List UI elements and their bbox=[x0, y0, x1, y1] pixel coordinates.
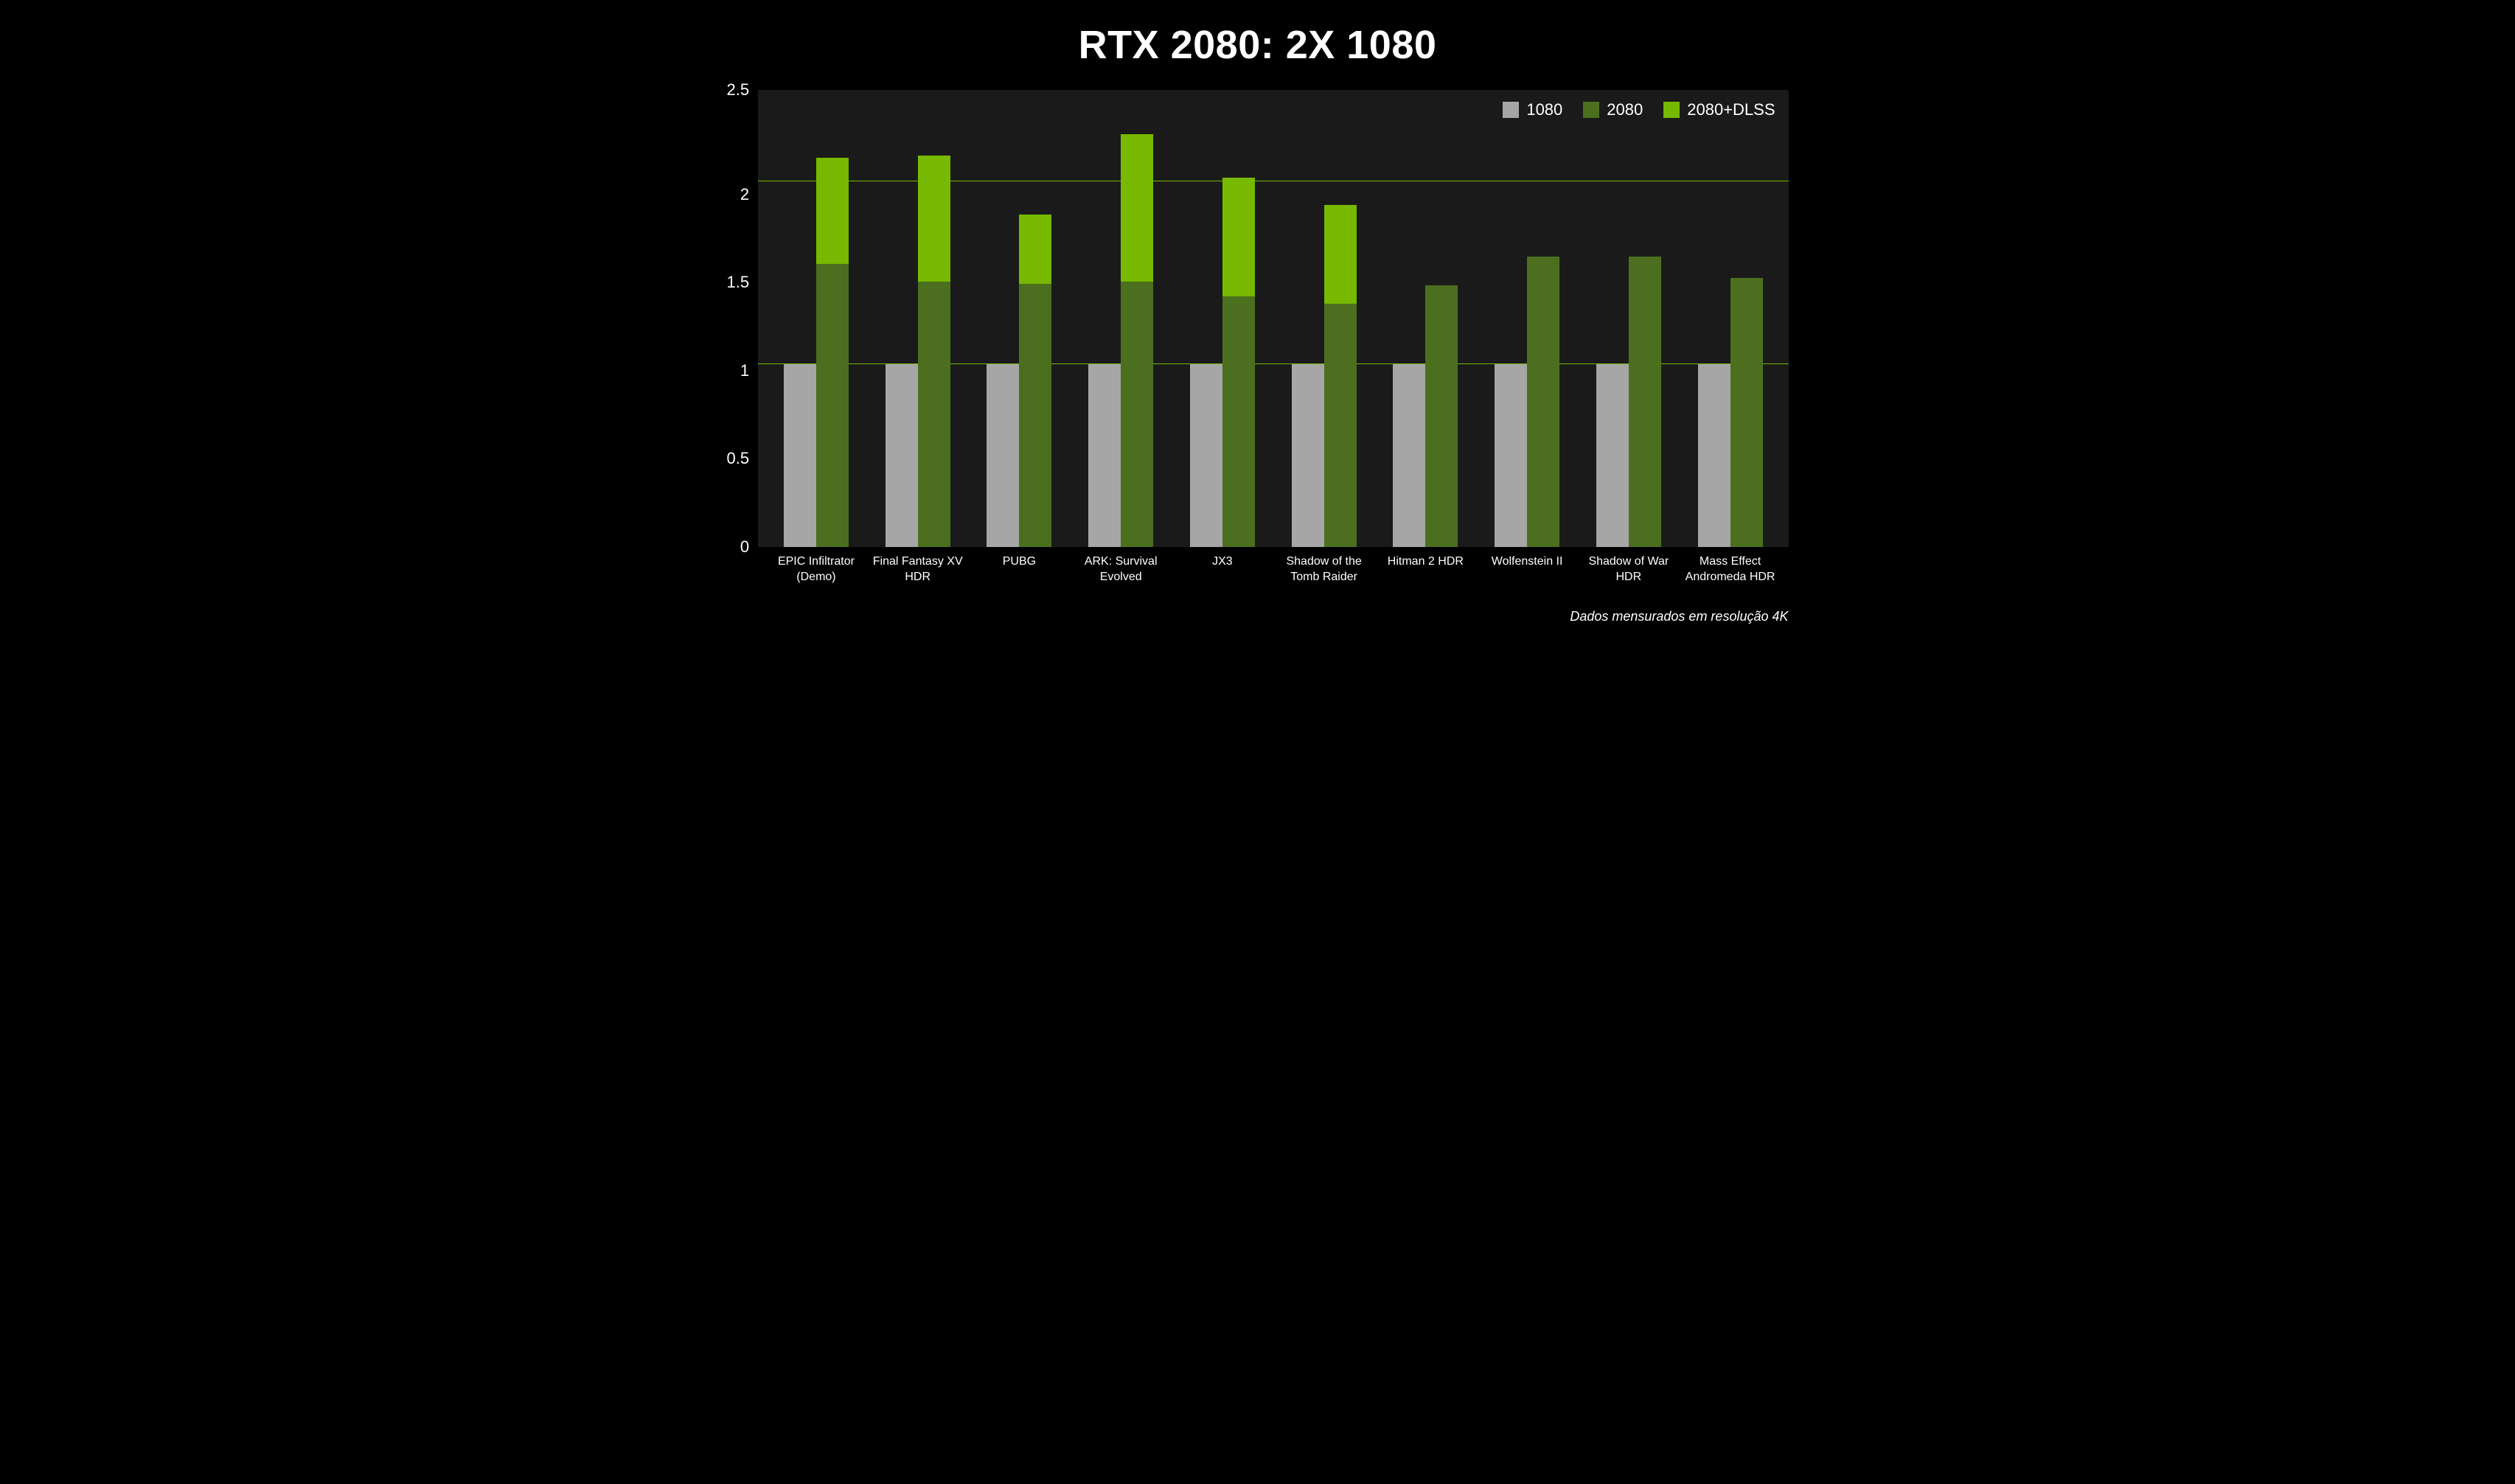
bar-segment-1080 bbox=[784, 364, 816, 547]
bar-group bbox=[1476, 90, 1578, 547]
slide: RTX 2080: 2X 1080 2.5 2 1.5 1 0.5 0 1080 2080 2… bbox=[683, 0, 1833, 639]
bar-segment-2080dlss bbox=[1121, 134, 1153, 282]
x-label: Hitman 2 HDR bbox=[1375, 554, 1477, 585]
bar-1080 bbox=[1596, 90, 1629, 547]
plot-area: 1080 2080 2080+DLSS bbox=[758, 90, 1788, 547]
bar-segment-2080 bbox=[918, 282, 950, 547]
x-label: Shadow of the Tomb Raider bbox=[1273, 554, 1375, 585]
bar-group bbox=[1375, 90, 1477, 547]
legend-swatch bbox=[1503, 102, 1519, 118]
bar-segment-2080dlss bbox=[918, 156, 950, 282]
bar-1080 bbox=[1190, 90, 1222, 547]
bar-group bbox=[1578, 90, 1680, 547]
bar-2080-stack bbox=[816, 90, 849, 547]
x-label: Mass Effect Andromeda HDR bbox=[1680, 554, 1781, 585]
bar-segment-2080 bbox=[816, 264, 849, 547]
bar-1080 bbox=[886, 90, 918, 547]
bar-1080 bbox=[1495, 90, 1527, 547]
bar-2080-stack bbox=[1527, 90, 1559, 547]
y-tick: 0 bbox=[740, 539, 749, 555]
bar-segment-2080dlss bbox=[1019, 215, 1051, 284]
chart-wrap: 2.521.510.50 108020802080+DLSS EPIC Infi… bbox=[727, 90, 1789, 585]
bar-segment-1080 bbox=[1393, 364, 1425, 547]
legend-item: 1080 bbox=[1503, 100, 1562, 119]
y-tick: 2.5 bbox=[727, 82, 750, 98]
legend-label: 1080 bbox=[1526, 100, 1562, 119]
x-label: EPIC Infiltrator (Demo) bbox=[765, 554, 867, 585]
bar-group bbox=[765, 90, 867, 547]
bar-group bbox=[1273, 90, 1375, 547]
bar-2080-stack bbox=[1730, 90, 1763, 547]
x-label: PUBG bbox=[969, 554, 1071, 585]
legend-swatch bbox=[1663, 102, 1680, 118]
bar-segment-1080 bbox=[1596, 364, 1629, 547]
y-tick: 1.5 bbox=[727, 274, 750, 290]
bar-group bbox=[1172, 90, 1273, 547]
x-label: ARK: Survival Evolved bbox=[1070, 554, 1172, 585]
bar-segment-2080dlss bbox=[1324, 205, 1357, 304]
x-label: Final Fantasy XV HDR bbox=[867, 554, 969, 585]
legend-item: 2080 bbox=[1583, 100, 1643, 119]
bar-1080 bbox=[784, 90, 816, 547]
bar-segment-2080dlss bbox=[816, 158, 849, 264]
y-tick: 0.5 bbox=[727, 450, 750, 467]
bar-group bbox=[969, 90, 1071, 547]
chart: 2.521.510.50 108020802080+DLSS EPIC Infi… bbox=[727, 90, 1789, 585]
bar-segment-1080 bbox=[1698, 364, 1730, 547]
bar-2080-stack bbox=[918, 90, 950, 547]
chart-title: RTX 2080: 2X 1080 bbox=[727, 22, 1789, 68]
bar-2080-stack bbox=[1324, 90, 1357, 547]
legend-label: 2080 bbox=[1607, 100, 1643, 119]
y-tick: 1 bbox=[740, 363, 749, 379]
bar-1080 bbox=[1393, 90, 1425, 547]
bar-2080-stack bbox=[1222, 90, 1255, 547]
bar-segment-2080 bbox=[1730, 278, 1763, 547]
bar-segment-2080 bbox=[1222, 296, 1255, 547]
bar-segment-1080 bbox=[886, 364, 918, 547]
bar-segment-2080dlss bbox=[1222, 178, 1255, 296]
bar-segment-1080 bbox=[1495, 364, 1527, 547]
legend-item: 2080+DLSS bbox=[1663, 100, 1775, 119]
bar-segment-2080 bbox=[1629, 257, 1661, 547]
bar-group bbox=[867, 90, 969, 547]
bar-segment-1080 bbox=[987, 364, 1019, 547]
x-label: Shadow of War HDR bbox=[1578, 554, 1680, 585]
plot-frame: 1080 2080 2080+DLSS EPIC Infiltrator (Demo… bbox=[758, 90, 1788, 585]
bar-2080-stack bbox=[1629, 90, 1661, 547]
bar-1080 bbox=[1698, 90, 1730, 547]
bar-group bbox=[1680, 90, 1781, 547]
bar-group bbox=[1070, 90, 1172, 547]
legend-label: 2080+DLSS bbox=[1687, 100, 1775, 119]
legend-swatch bbox=[1583, 102, 1599, 118]
y-axis: 2.521.510.50 bbox=[727, 90, 759, 547]
bar-1080 bbox=[1292, 90, 1324, 547]
bar-segment-2080 bbox=[1121, 282, 1153, 547]
bar-1080 bbox=[987, 90, 1019, 547]
x-label: JX3 bbox=[1172, 554, 1273, 585]
y-tick: 2 bbox=[740, 187, 749, 203]
bar-1080 bbox=[1088, 90, 1121, 547]
x-label: Wolfenstein II bbox=[1476, 554, 1578, 585]
bar-2080-stack bbox=[1425, 90, 1458, 547]
footnote: Dados mensurados em resolução 4K bbox=[727, 609, 1789, 624]
bar-segment-2080 bbox=[1324, 304, 1357, 547]
x-axis-labels: EPIC Infiltrator (Demo)Final Fantasy XV … bbox=[758, 547, 1788, 585]
bar-2080-stack bbox=[1121, 90, 1153, 547]
bar-2080-stack bbox=[1019, 90, 1051, 547]
bar-segment-2080 bbox=[1425, 285, 1458, 547]
bar-segment-2080 bbox=[1019, 284, 1051, 547]
bar-segment-1080 bbox=[1292, 364, 1324, 547]
bar-segment-1080 bbox=[1088, 364, 1121, 547]
bar-segment-1080 bbox=[1190, 364, 1222, 547]
legend: 1080 2080 2080+DLSS bbox=[1503, 100, 1775, 119]
bar-segment-2080 bbox=[1527, 257, 1559, 547]
